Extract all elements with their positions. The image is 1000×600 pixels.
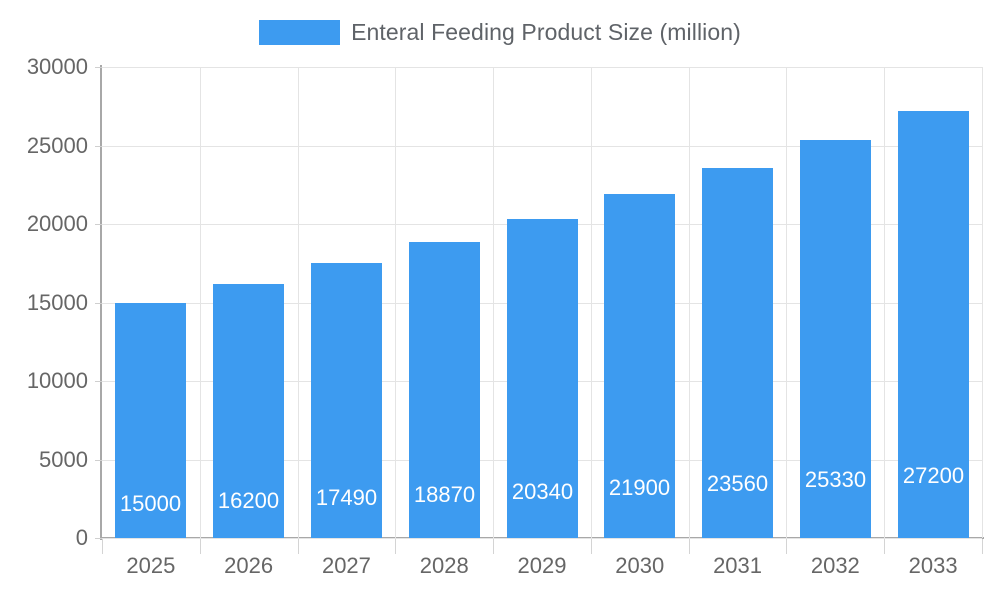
gridline-vertical [298,67,299,538]
y-tick-label: 20000 [26,211,88,236]
x-tick-label: 2031 [713,553,763,578]
y-tick-mark [95,459,102,461]
x-tick-label: 2025 [126,553,176,578]
x-tick-label: 2033 [908,553,958,578]
bar[interactable] [507,218,578,538]
gridline-vertical [689,67,690,538]
legend-label[interactable]: Enteral Feeding Product Size (million) [351,18,741,45]
chart-legend: Enteral Feeding Product Size (million) [0,14,1000,50]
y-tick-label: 10000 [26,368,88,393]
plot-area: 15000 16200 17490 18870 20340 21900 23560 25330… [95,67,983,539]
x-tick-mark [786,539,787,554]
bar[interactable] [409,241,480,538]
gridline-vertical [591,67,592,538]
y-tick-label: 15000 [26,289,88,315]
x-tick-mark [493,539,494,554]
y-tick-mark [95,538,102,539]
x-tick-mark [200,539,201,554]
x-tick-label: 2028 [419,553,469,578]
x-tick-mark [395,539,396,554]
x-tick-label: 2027 [321,553,371,578]
y-tick-label: 5000 [39,446,88,472]
legend-swatch[interactable] [259,19,341,45]
x-tick-label: 2029 [517,553,567,578]
x-tick-mark [884,539,885,554]
bar[interactable] [702,168,773,538]
gridline-horizontal [102,145,982,147]
x-tick-mark [102,539,103,554]
y-tick-label: 25000 [26,132,88,158]
bar[interactable] [898,110,969,538]
gridline-vertical [200,67,201,538]
gridline-vertical [884,67,885,538]
y-tick-label: 30000 [26,54,88,79]
x-tick-mark [689,539,690,554]
gridline-vertical [493,67,494,538]
y-tick-mark [95,381,102,382]
bar[interactable] [800,140,871,538]
gridline-vertical [982,67,983,538]
x-tick-label: 2032 [810,553,860,578]
x-tick-mark [298,539,299,554]
bar[interactable] [311,263,382,538]
y-tick-label: 0 [75,525,88,550]
x-tick-mark [982,539,983,554]
x-tick-label: 2030 [615,553,665,578]
bar[interactable] [604,194,675,538]
y-tick-mark [95,224,102,225]
gridline-vertical [786,67,787,538]
x-tick-mark [591,539,592,554]
x-tick-label: 2026 [224,553,274,578]
y-tick-mark [95,67,102,68]
y-tick-mark [95,145,102,147]
bar[interactable] [213,283,284,538]
gridline-horizontal [102,538,982,539]
bar[interactable] [115,302,186,538]
gridline-horizontal [102,67,982,68]
gridline-vertical [395,67,396,538]
y-tick-mark [95,302,102,304]
